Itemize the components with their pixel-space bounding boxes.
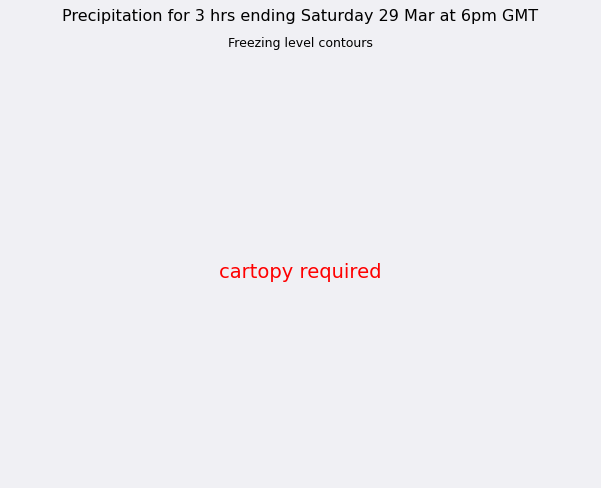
Text: Freezing level contours: Freezing level contours [228,37,373,50]
Text: Precipitation for 3 hrs ending Saturday 29 Mar at 6pm GMT: Precipitation for 3 hrs ending Saturday … [63,9,538,24]
Text: cartopy required: cartopy required [219,263,382,282]
